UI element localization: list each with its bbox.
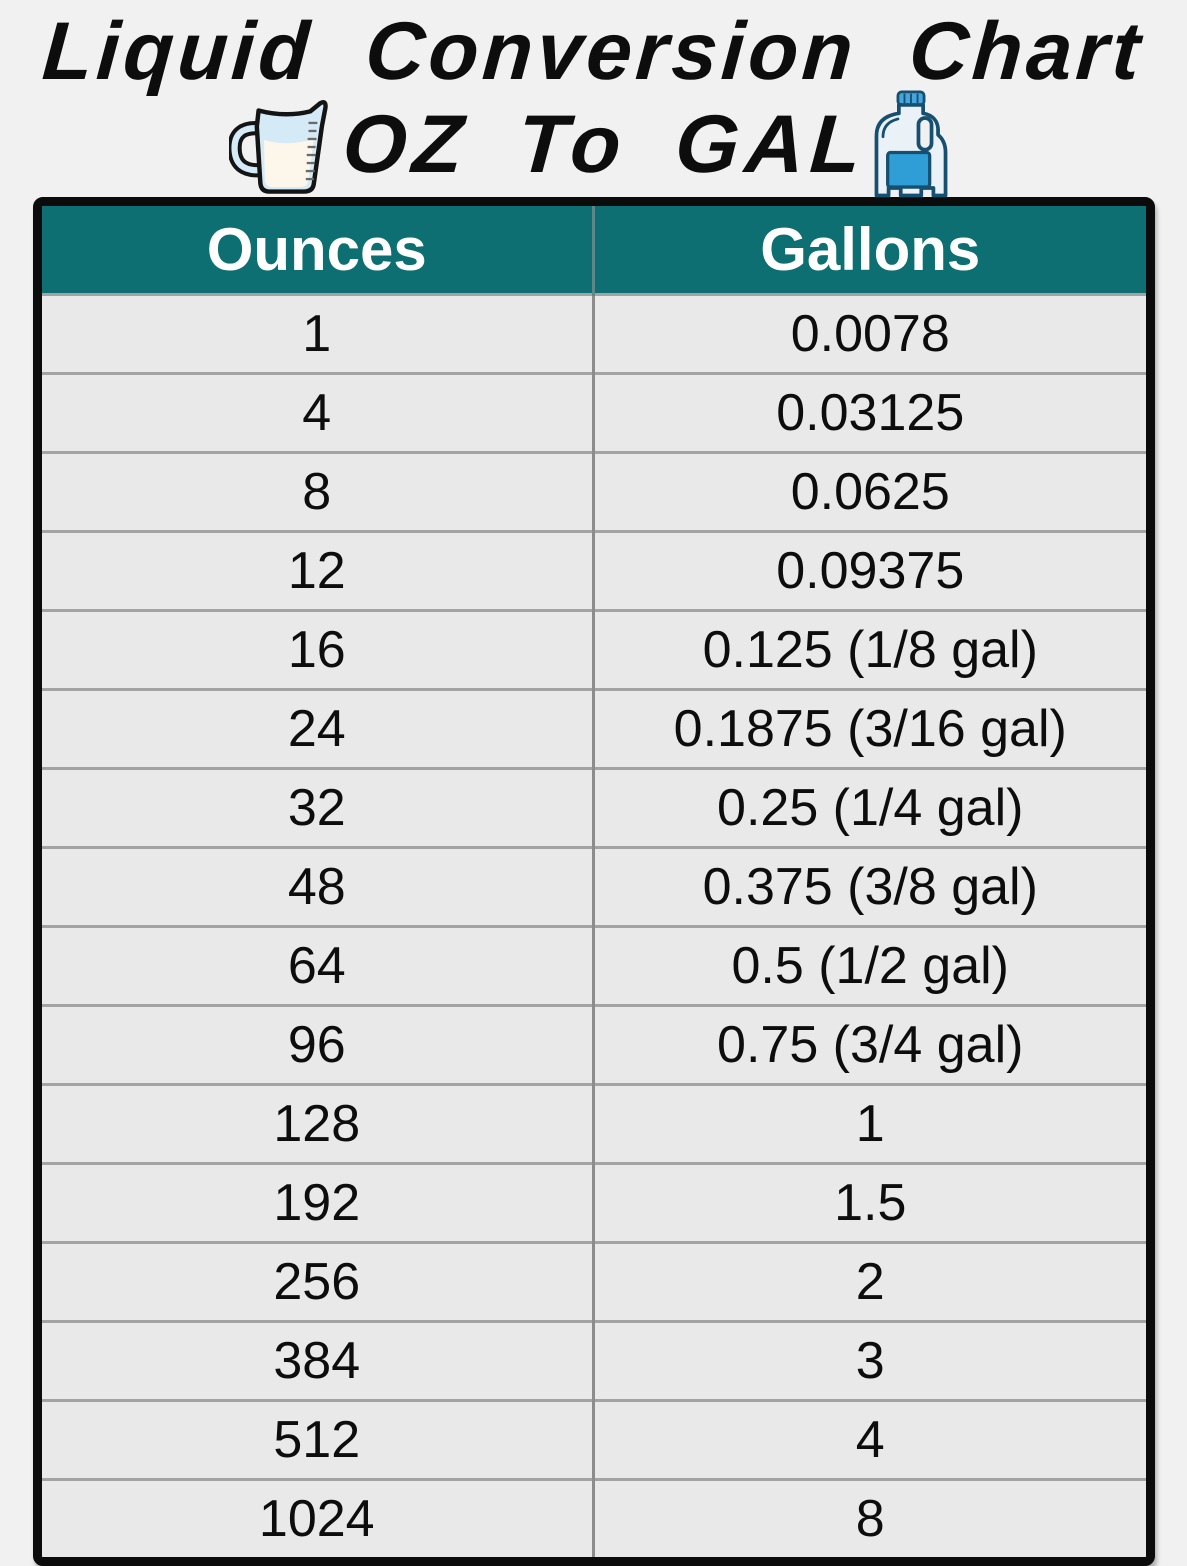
ounces-cell: 256 (41, 1240, 595, 1322)
ounces-cell: 1 (41, 292, 595, 374)
gallons-cell: 8 (593, 1477, 1146, 1557)
ounces-cell: 512 (41, 1398, 595, 1480)
ounces-cell: 24 (41, 687, 595, 769)
ounces-cell: 1024 (41, 1477, 595, 1557)
ounces-cell: 192 (41, 1161, 595, 1243)
gallons-cell: 0.0625 (593, 450, 1146, 532)
conversion-table: Ounces Gallons 1 0.0078 4 0.03125 8 0.0625 12 0… (41, 205, 1146, 1557)
ounces-cell: 96 (41, 1003, 595, 1085)
column-header-gallons: Gallons (593, 205, 1146, 295)
ounces-cell: 384 (41, 1319, 595, 1401)
ounces-cell: 8 (41, 450, 595, 532)
gallons-cell: 2 (593, 1240, 1146, 1322)
table-row: 512 4 (41, 1398, 1146, 1480)
gallons-cell: 0.09375 (593, 529, 1146, 611)
gallons-cell: 0.125 (1/8 gal) (593, 608, 1146, 690)
table-header-row: Ounces Gallons (41, 205, 1146, 295)
gallons-cell: 0.1875 (3/16 gal) (593, 687, 1146, 769)
table-row: 32 0.25 (1/4 gal) (41, 766, 1146, 848)
table-row: 1024 8 (41, 1477, 1146, 1557)
table-row: 64 0.5 (1/2 gal) (41, 924, 1146, 1006)
gallons-cell: 3 (593, 1319, 1146, 1401)
table-row: 256 2 (41, 1240, 1146, 1322)
gallons-cell: 1 (593, 1082, 1146, 1164)
gallons-cell: 0.5 (1/2 gal) (593, 924, 1146, 1006)
title-line-2: OZ To GAL (0, 90, 1187, 197)
title-line-1: Liquid Conversion Chart (39, 6, 1147, 97)
conversion-table-frame: Ounces Gallons 1 0.0078 4 0.03125 8 0.0625 12 0… (32, 196, 1155, 1566)
page-title: Liquid Conversion Chart (0, 0, 1187, 197)
gallons-cell: 1.5 (593, 1161, 1146, 1243)
ounces-cell: 48 (41, 845, 595, 927)
table-row: 128 1 (41, 1082, 1146, 1164)
gallons-cell: 4 (593, 1398, 1146, 1480)
gallons-cell: 0.75 (3/4 gal) (593, 1003, 1146, 1085)
table-row: 48 0.375 (3/8 gal) (41, 845, 1146, 927)
table-row: 96 0.75 (3/4 gal) (41, 1003, 1146, 1085)
table-row: 384 3 (41, 1319, 1146, 1401)
table-row: 24 0.1875 (3/16 gal) (41, 687, 1146, 769)
gallons-cell: 0.0078 (593, 292, 1146, 374)
table-row: 12 0.09375 (41, 529, 1146, 611)
table-row: 16 0.125 (1/8 gal) (41, 608, 1146, 690)
table-body: 1 0.0078 4 0.03125 8 0.0625 12 0.09375 16 0.125 (… (41, 292, 1146, 1557)
ounces-cell: 12 (41, 529, 595, 611)
table-row: 192 1.5 (41, 1161, 1146, 1243)
ounces-cell: 16 (41, 608, 595, 690)
ounces-cell: 4 (41, 371, 595, 453)
measuring-cup-icon (227, 98, 347, 196)
title-line-2-text: OZ To GAL (339, 98, 870, 190)
table-row: 4 0.03125 (41, 371, 1146, 453)
table-row: 8 0.0625 (41, 450, 1146, 532)
column-header-ounces: Ounces (41, 205, 595, 295)
ounces-cell: 64 (41, 924, 595, 1006)
table-row: 1 0.0078 (41, 292, 1146, 374)
ounces-cell: 128 (41, 1082, 595, 1164)
gallon-jug-icon (864, 90, 958, 202)
gallons-cell: 0.03125 (593, 371, 1146, 453)
ounces-cell: 32 (41, 766, 595, 848)
gallons-cell: 0.375 (3/8 gal) (593, 845, 1146, 927)
gallons-cell: 0.25 (1/4 gal) (593, 766, 1146, 848)
